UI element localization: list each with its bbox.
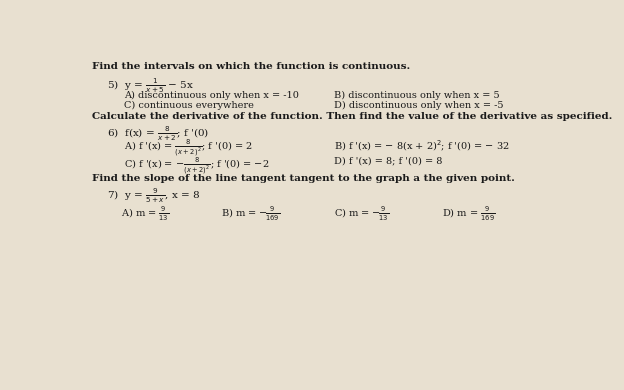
Text: C) f '(x) = $-\frac{8}{(x+2)^2}$; f '(0) = $-$2: C) f '(x) = $-\frac{8}{(x+2)^2}$; f '(0)… xyxy=(125,156,270,177)
Text: A) f '(x) = $\frac{8}{(x+2)^2}$; f '(0) = 2: A) f '(x) = $\frac{8}{(x+2)^2}$; f '(0) … xyxy=(125,138,253,159)
Text: Calculate the derivative of the function. Then find the value of the derivative : Calculate the derivative of the function… xyxy=(92,112,612,121)
Text: B) f '(x) = $-$ 8(x + 2)$^{2}$; f '(0) = $-$ 32: B) f '(x) = $-$ 8(x + 2)$^{2}$; f '(0) =… xyxy=(334,138,509,152)
Text: C) m = $-\!\frac{9}{13}$: C) m = $-\!\frac{9}{13}$ xyxy=(334,205,389,223)
Text: D) m = $\frac{9}{169}$: D) m = $\frac{9}{169}$ xyxy=(442,205,495,223)
Text: C) continuous everywhere: C) continuous everywhere xyxy=(125,101,255,110)
Text: 7)  y = $\frac{9}{5+x}$, x = 8: 7) y = $\frac{9}{5+x}$, x = 8 xyxy=(107,187,201,206)
Text: A) discontinuous only when x = -10: A) discontinuous only when x = -10 xyxy=(125,91,300,100)
Text: Find the intervals on which the function is continuous.: Find the intervals on which the function… xyxy=(92,62,410,71)
Text: B) discontinuous only when x = 5: B) discontinuous only when x = 5 xyxy=(334,91,499,100)
Text: D) f '(x) = 8; f '(0) = 8: D) f '(x) = 8; f '(0) = 8 xyxy=(334,156,442,165)
Text: D) discontinuous only when x = -5: D) discontinuous only when x = -5 xyxy=(334,101,503,110)
Text: A) m = $\frac{9}{13}$: A) m = $\frac{9}{13}$ xyxy=(120,205,169,223)
Text: 6)  f(x) = $\frac{8}{x+2}$; f '(0): 6) f(x) = $\frac{8}{x+2}$; f '(0) xyxy=(107,124,210,143)
Text: B) m = $-\!\frac{9}{169}$: B) m = $-\!\frac{9}{169}$ xyxy=(222,205,281,223)
Text: 5)  y = $\frac{1}{x+5}$ $-$ 5x: 5) y = $\frac{1}{x+5}$ $-$ 5x xyxy=(107,76,195,94)
Text: Find the slope of the line tangent tangent to the graph a the given point.: Find the slope of the line tangent tange… xyxy=(92,174,515,183)
